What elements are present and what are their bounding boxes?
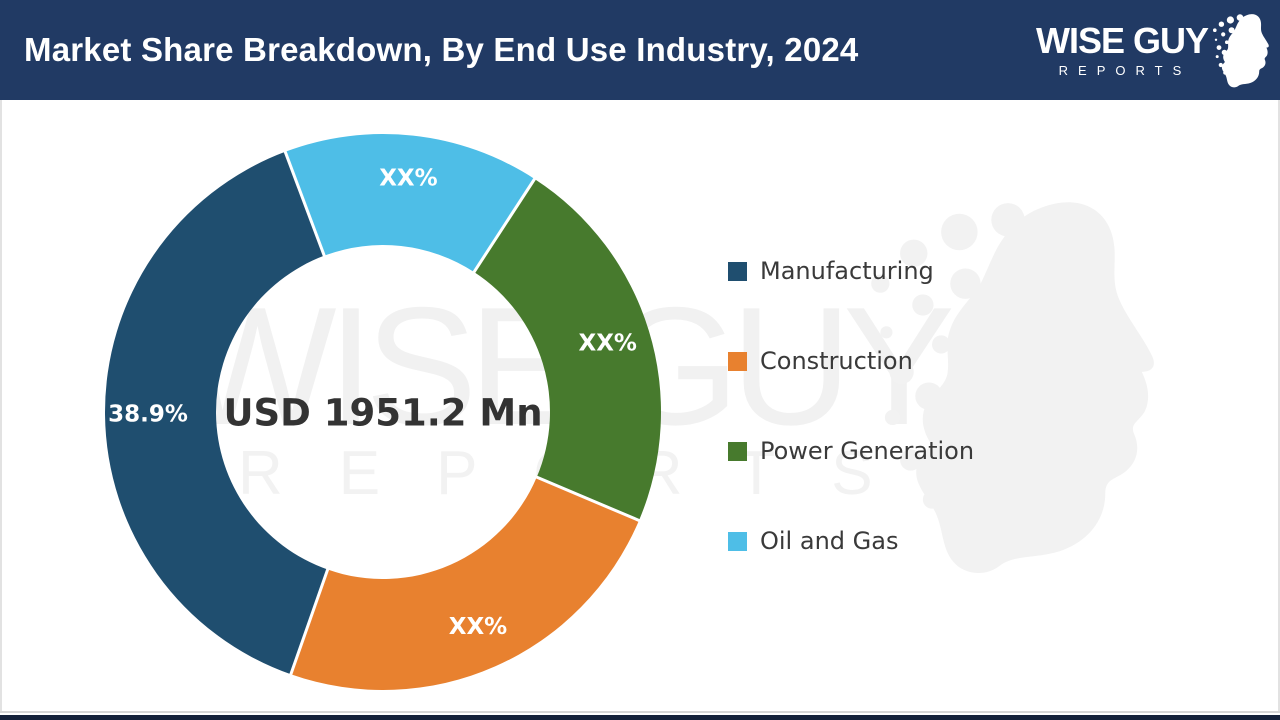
logo-text: WISE GUY REPORTS: [1035, 19, 1209, 78]
legend-swatch-oil-and-gas: [728, 531, 747, 551]
slice-separator: [289, 567, 330, 676]
donut-slice-manufacturing: [105, 151, 328, 675]
logo-title: WISE GUY: [1035, 19, 1209, 61]
page-left-border: [0, 100, 2, 711]
donut-slice-oil-and-gas: [285, 134, 535, 273]
slice-separator: [283, 150, 327, 259]
wiseguy-logo: WISE GUY REPORTS: [1036, 6, 1270, 94]
legend-label: Oil and Gas: [760, 527, 899, 555]
donut-slice-construction: [290, 477, 639, 691]
footer-divider: [0, 711, 1280, 713]
page-right-border: [1278, 100, 1280, 711]
legend-item-construction: Construction: [728, 345, 974, 377]
legend-label: Construction: [760, 347, 913, 375]
legend: Manufacturing Construction Power Generat…: [728, 255, 974, 615]
legend-label: Manufacturing: [760, 257, 934, 285]
legend-item-power-generation: Power Generation: [728, 435, 974, 467]
slice-label: XX%: [379, 165, 438, 191]
footer-bar: [0, 715, 1280, 720]
legend-item-oil-and-gas: Oil and Gas: [728, 525, 974, 557]
slice-label: 38.9%: [108, 402, 188, 428]
legend-label: Power Generation: [760, 437, 975, 465]
slice-label: XX%: [578, 330, 637, 356]
logo-subtitle: REPORTS: [1058, 62, 1192, 78]
slice-separator: [471, 177, 537, 275]
legend-item-manufacturing: Manufacturing: [728, 255, 974, 287]
page-title: Market Share Breakdown, By End Use Indus…: [24, 31, 859, 68]
legend-swatch-construction: [728, 351, 747, 371]
header: Market Share Breakdown, By End Use Indus…: [0, 0, 1280, 100]
donut-slice-power-generation: [474, 178, 661, 521]
legend-swatch-power-generation: [728, 441, 747, 461]
slice-separator: [534, 474, 641, 523]
donut-center-value: USD 1951.2 Mn: [223, 391, 543, 435]
slice-label: XX%: [449, 614, 508, 640]
legend-swatch-manufacturing: [728, 261, 747, 281]
